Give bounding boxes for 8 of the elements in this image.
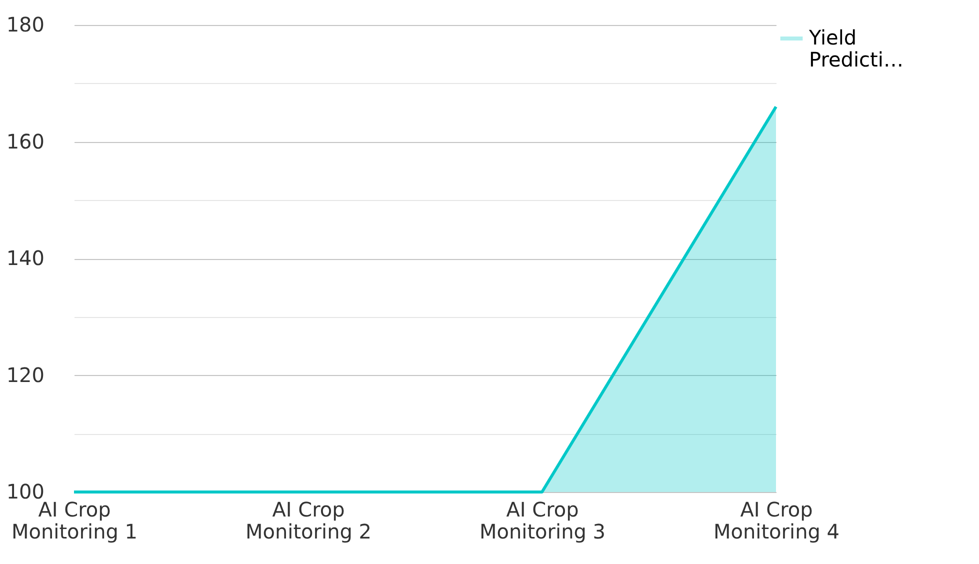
y-tick-label: 140 — [6, 246, 44, 270]
y-tick-label: 120 — [6, 362, 44, 387]
x-tick-label: AI Crop Monitoring 3 — [479, 498, 606, 544]
y-tick-label: 180 — [6, 12, 44, 36]
legend-label: Yield Predicti… — [808, 26, 904, 72]
y-tick-label: 160 — [6, 129, 44, 154]
x-tick-label: AI Crop Monitoring 2 — [245, 498, 372, 544]
x-tick-label: AI Crop Monitoring 4 — [713, 498, 840, 544]
